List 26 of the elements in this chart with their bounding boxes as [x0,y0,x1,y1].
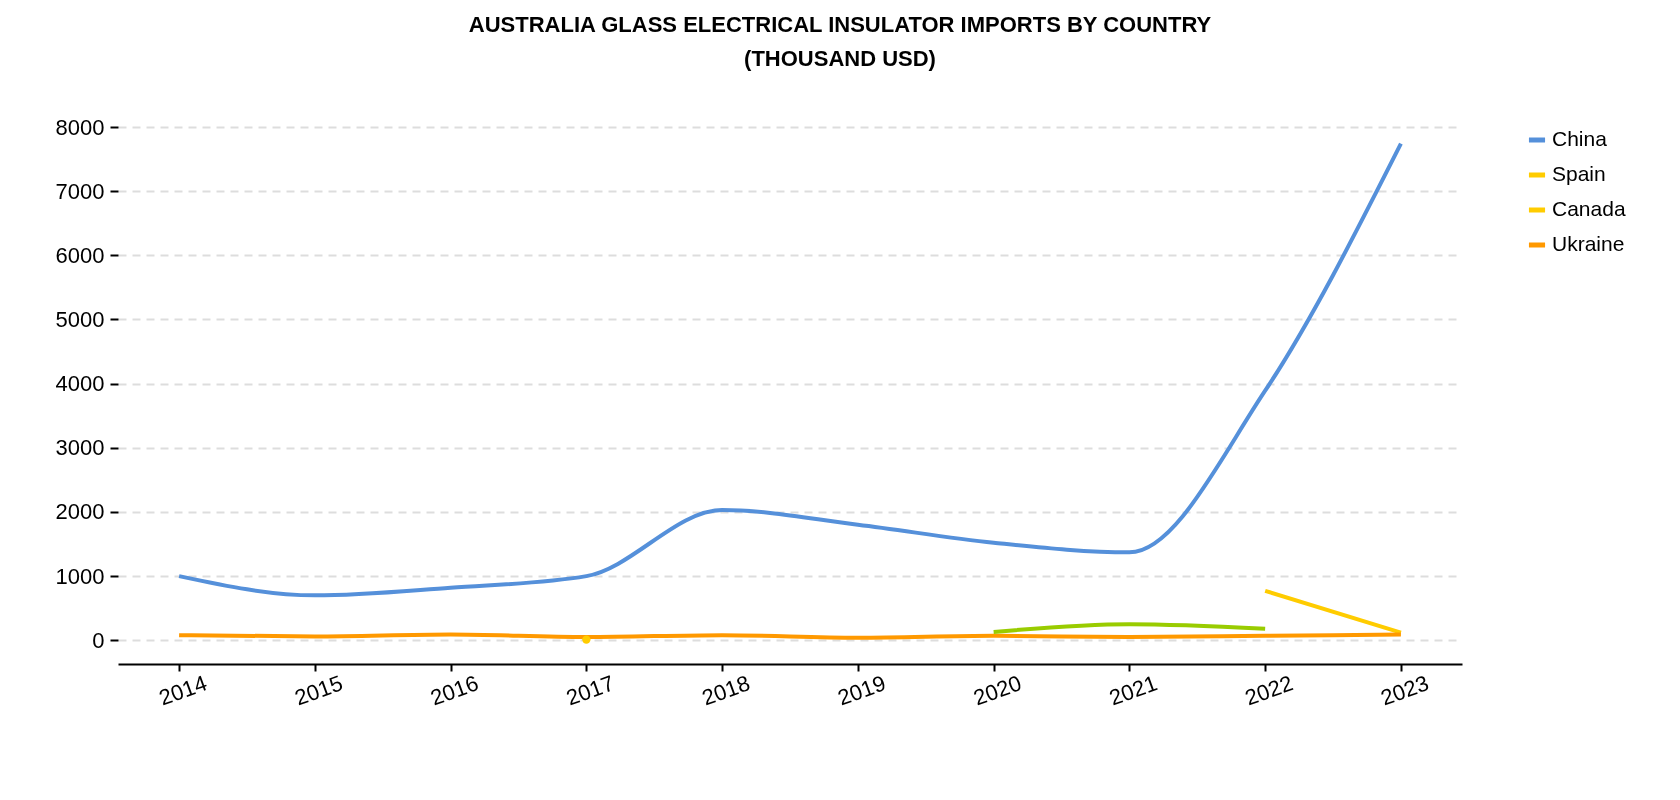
x-tick-label: 2015 [291,670,346,711]
y-tick-label: 4000 [55,371,105,397]
y-tick-label: 3000 [55,435,105,461]
x-tick-label: 2019 [834,670,889,711]
x-tick-label: 2023 [1377,670,1432,711]
x-tick-label: 2017 [562,670,618,711]
x-tick-label: 2014 [155,670,211,711]
x-tick-label: 2021 [1105,670,1161,711]
x-tick-label: 2020 [970,670,1025,711]
chart-title: AUSTRALIA GLASS ELECTRICAL INSULATOR IMPORTS BY COUNTRY [468,12,1212,37]
y-tick-label: 5000 [55,306,105,332]
y-tick-label: 2000 [55,499,105,525]
y-tick-label: 1000 [55,563,105,589]
x-tick-label: 2018 [698,670,754,711]
x-tick-label: 2016 [427,670,482,711]
line-series [177,141,1403,598]
y-tick-label: 6000 [55,242,105,268]
chart-subtitle: (THOUSAND USD) [744,46,936,71]
x-tick-label: 2022 [1241,670,1297,711]
legend-label: Ukraine [1552,232,1625,255]
legend-label: China [1552,127,1608,150]
y-tick-label: 7000 [55,178,105,204]
legend-label: Spain [1552,162,1606,185]
y-tick-label: 8000 [55,114,105,140]
legend-label: Canada [1552,197,1626,220]
y-tick-label: 0 [92,627,105,653]
